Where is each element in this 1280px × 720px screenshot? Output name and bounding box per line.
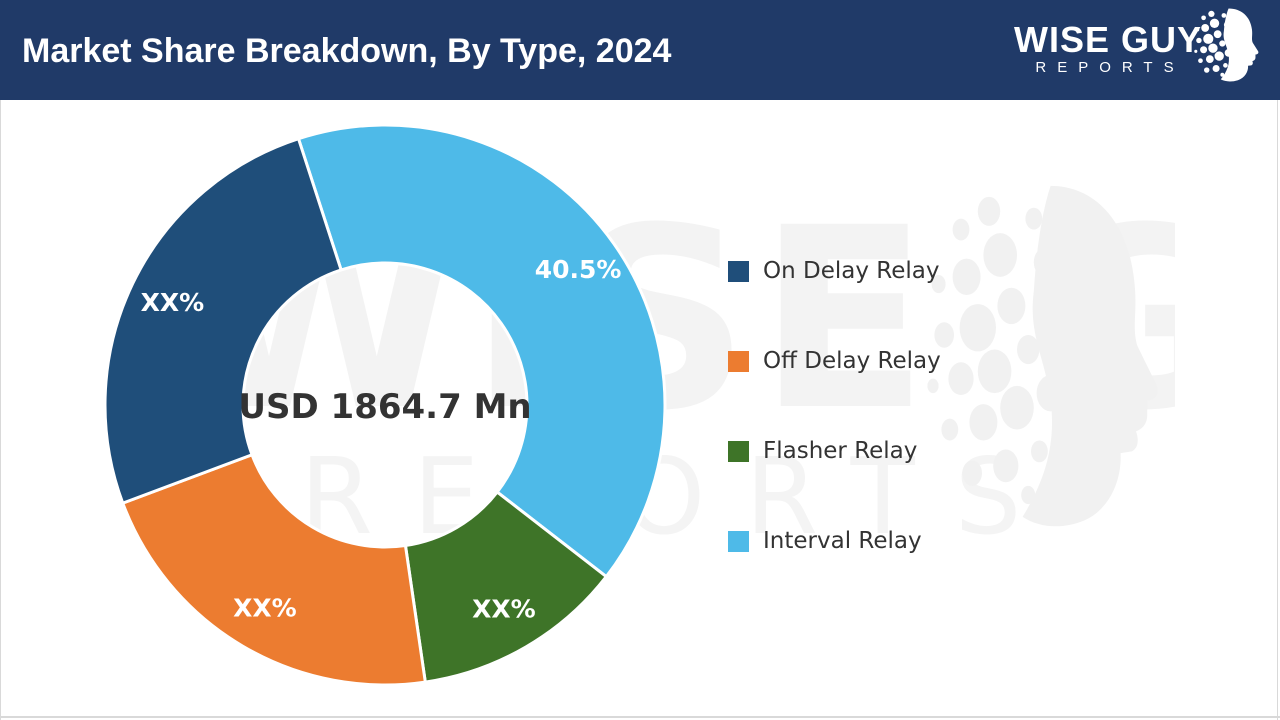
page-border-right: [1277, 0, 1278, 720]
logo-line2: REPORTS: [1035, 59, 1185, 77]
legend-swatch: [728, 350, 749, 372]
donut-segment-flasher-relay: [403, 490, 608, 684]
donut-chart: 40.5% XX% XX% XX%: [103, 123, 667, 687]
donut-segment-off-delay-relay: [121, 453, 427, 687]
page-border-bottom: [0, 716, 1280, 718]
donut-segment-label: XX%: [233, 594, 297, 623]
legend-item-on-delay-relay: On Delay Relay: [728, 258, 941, 284]
legend-item-interval-relay: Interval Relay: [728, 528, 941, 554]
page-title: Market Share Breakdown, By Type, 2024: [22, 32, 672, 70]
logo-line1: WISE GUY: [1013, 19, 1202, 61]
donut-segment-on-delay-relay: [103, 137, 343, 505]
legend-swatch: [728, 530, 749, 552]
donut-segment-label: 40.5%: [535, 255, 622, 284]
header-bar: Market Share Breakdown, By Type, 2024: [0, 0, 1280, 100]
legend-swatch: [728, 260, 749, 282]
wise-guy-reports-logo: WISE GUY REPORTS: [1014, 6, 1266, 92]
logo-face-icon: [1194, 8, 1259, 82]
page-border-left: [0, 0, 1, 720]
chart-center-total: USD 1864.7 Mn: [238, 387, 532, 427]
donut-segment-label: XX%: [141, 288, 205, 317]
legend-label: On Delay Relay: [763, 258, 940, 284]
legend-label: Off Delay Relay: [763, 348, 941, 374]
chart-legend: On Delay Relay Off Delay Relay Flasher Rel…: [728, 258, 941, 618]
legend-swatch: [728, 440, 749, 462]
legend-label: Flasher Relay: [763, 438, 918, 464]
legend-item-off-delay-relay: Off Delay Relay: [728, 348, 941, 374]
donut-segment-label: XX%: [472, 594, 536, 623]
legend-label: Interval Relay: [763, 528, 922, 554]
donut-segment-interval-relay: [296, 123, 667, 579]
legend-item-flasher-relay: Flasher Relay: [728, 438, 941, 464]
watermark-face-icon: [927, 185, 1158, 527]
logo-text: WISE GUY REPORTS: [1014, 21, 1202, 76]
